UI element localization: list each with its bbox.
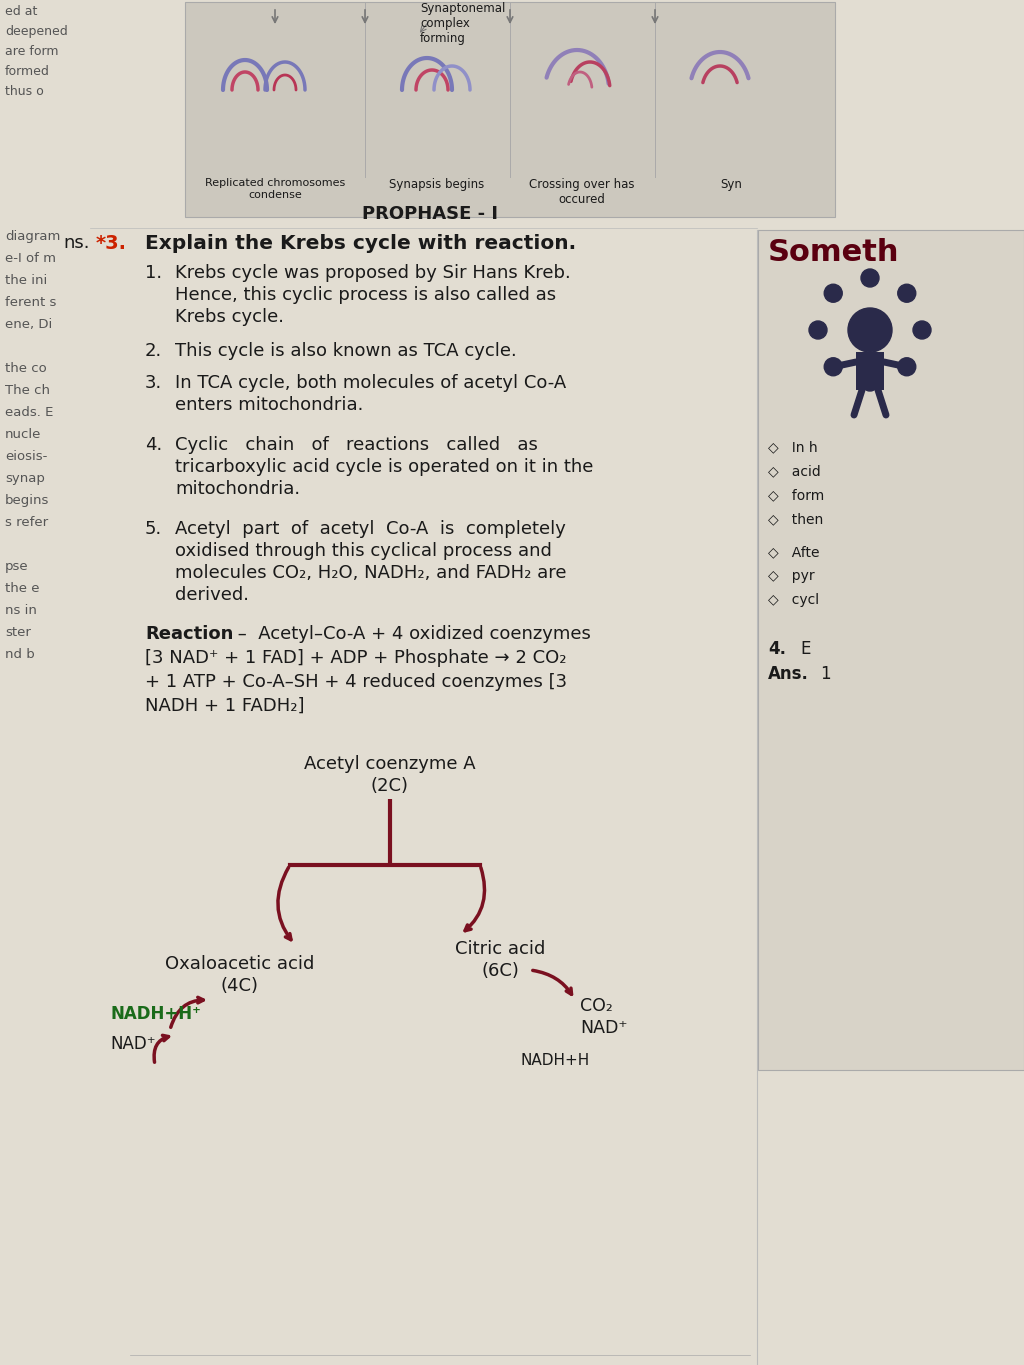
Text: PROPHASE - I: PROPHASE - I [362,205,498,222]
Text: 4.: 4. [768,640,786,658]
Text: ◇   cycl: ◇ cycl [768,592,819,607]
Text: 5.: 5. [145,520,162,538]
Text: Synaptonemal
complex
forming: Synaptonemal complex forming [420,1,506,45]
Text: tricarboxylic acid cycle is operated on it in the: tricarboxylic acid cycle is operated on … [175,459,593,476]
Text: ◇   pyr: ◇ pyr [768,569,815,583]
Text: s refer: s refer [5,516,48,530]
Text: synap: synap [5,472,45,485]
Text: the ini: the ini [5,274,47,287]
Text: In TCA cycle, both molecules of acetyl Co-A: In TCA cycle, both molecules of acetyl C… [175,374,566,392]
Text: (6C): (6C) [481,962,519,980]
Text: molecules CO₂, H₂O, NADH₂, and FADH₂ are: molecules CO₂, H₂O, NADH₂, and FADH₂ are [175,564,566,581]
Text: ◇   In h: ◇ In h [768,440,817,455]
Text: *3.: *3. [96,233,127,253]
Text: 1: 1 [820,665,830,682]
Text: –  Acetyl–Co-A + 4 oxidized coenzymes: – Acetyl–Co-A + 4 oxidized coenzymes [232,625,591,643]
Circle shape [809,321,827,339]
Text: Citric acid: Citric acid [455,940,545,958]
Text: ns.: ns. [63,233,90,253]
Text: 3.: 3. [145,374,162,392]
Circle shape [898,284,915,302]
Text: thus o: thus o [5,85,44,98]
Text: ferent s: ferent s [5,296,56,308]
Text: NAD⁺: NAD⁺ [580,1020,628,1037]
Text: formed: formed [5,66,50,78]
Text: ◇   acid: ◇ acid [768,464,821,478]
Text: nucle: nucle [5,429,41,441]
Circle shape [861,373,879,390]
Text: are form: are form [5,45,58,57]
Text: Ans.: Ans. [768,665,809,682]
Text: Krebs cycle was proposed by Sir Hans Kreb.: Krebs cycle was proposed by Sir Hans Kre… [175,263,570,283]
Text: Replicated chromosomes
condense: Replicated chromosomes condense [205,177,345,199]
Text: Oxaloacetic acid: Oxaloacetic acid [165,955,314,973]
Text: CO₂: CO₂ [580,996,612,1016]
Circle shape [824,284,842,302]
Text: E: E [800,640,810,658]
Text: Acetyl coenzyme A: Acetyl coenzyme A [304,755,476,773]
Text: NADH+H: NADH+H [520,1052,589,1067]
Text: nd b: nd b [5,648,35,661]
Text: Reaction: Reaction [145,625,233,643]
Bar [758,229,1024,1070]
Text: derived.: derived. [175,586,249,603]
Text: (2C): (2C) [371,777,409,794]
Text: ed at: ed at [5,5,37,18]
Circle shape [898,358,915,375]
Circle shape [913,321,931,339]
Circle shape [861,269,879,287]
Circle shape [824,358,842,375]
Text: Synapsis begins: Synapsis begins [389,177,484,191]
Text: NAD⁺: NAD⁺ [110,1035,156,1052]
Bar [185,1,835,217]
Text: eiosis-: eiosis- [5,450,47,463]
Text: ◇   Afte: ◇ Afte [768,545,819,560]
Text: NADH+H⁺: NADH+H⁺ [110,1005,201,1022]
Text: ◇   then: ◇ then [768,512,823,526]
Circle shape [848,308,892,352]
Text: eads. E: eads. E [5,405,53,419]
Text: ns in: ns in [5,603,37,617]
Text: Krebs cycle.: Krebs cycle. [175,308,284,326]
Text: e-I of m: e-I of m [5,253,56,265]
Text: Acetyl  part  of  acetyl  Co-A  is  completely: Acetyl part of acetyl Co-A is completely [175,520,566,538]
Text: enters mitochondria.: enters mitochondria. [175,396,364,414]
Text: + 1 ATP + Co-A–SH + 4 reduced coenzymes [3: + 1 ATP + Co-A–SH + 4 reduced coenzymes … [145,673,567,691]
Text: deepened: deepened [5,25,68,38]
Text: oxidised through this cyclical process and: oxidised through this cyclical process a… [175,542,552,560]
Text: begins: begins [5,494,49,506]
Text: the e: the e [5,581,40,595]
Text: ene, Di: ene, Di [5,318,52,330]
Text: This cycle is also known as TCA cycle.: This cycle is also known as TCA cycle. [175,343,517,360]
Text: 2.: 2. [145,343,162,360]
Text: (4C): (4C) [221,977,259,995]
Text: mitochondria.: mitochondria. [175,480,300,498]
Text: diagram: diagram [5,229,60,243]
Text: ster: ster [5,627,31,639]
Text: 1.: 1. [145,263,162,283]
Text: Syn: Syn [720,177,741,191]
Text: 4.: 4. [145,435,162,455]
Text: Crossing over has
occured: Crossing over has occured [529,177,635,206]
Text: Someth: Someth [768,238,899,268]
Text: [3 NAD⁺ + 1 FAD] + ADP + Phosphate → 2 CO₂: [3 NAD⁺ + 1 FAD] + ADP + Phosphate → 2 C… [145,648,566,667]
Text: Hence, this cyclic process is also called as: Hence, this cyclic process is also calle… [175,287,556,304]
Text: ◇   form: ◇ form [768,489,824,502]
Text: pse: pse [5,560,29,573]
Text: Explain the Krebs cycle with reaction.: Explain the Krebs cycle with reaction. [145,233,577,253]
Bar [856,352,884,390]
Text: the co: the co [5,362,47,375]
Text: The ch: The ch [5,384,50,397]
Text: NADH + 1 FADH₂]: NADH + 1 FADH₂] [145,698,304,715]
Text: Cyclic   chain   of   reactions   called   as: Cyclic chain of reactions called as [175,435,538,455]
